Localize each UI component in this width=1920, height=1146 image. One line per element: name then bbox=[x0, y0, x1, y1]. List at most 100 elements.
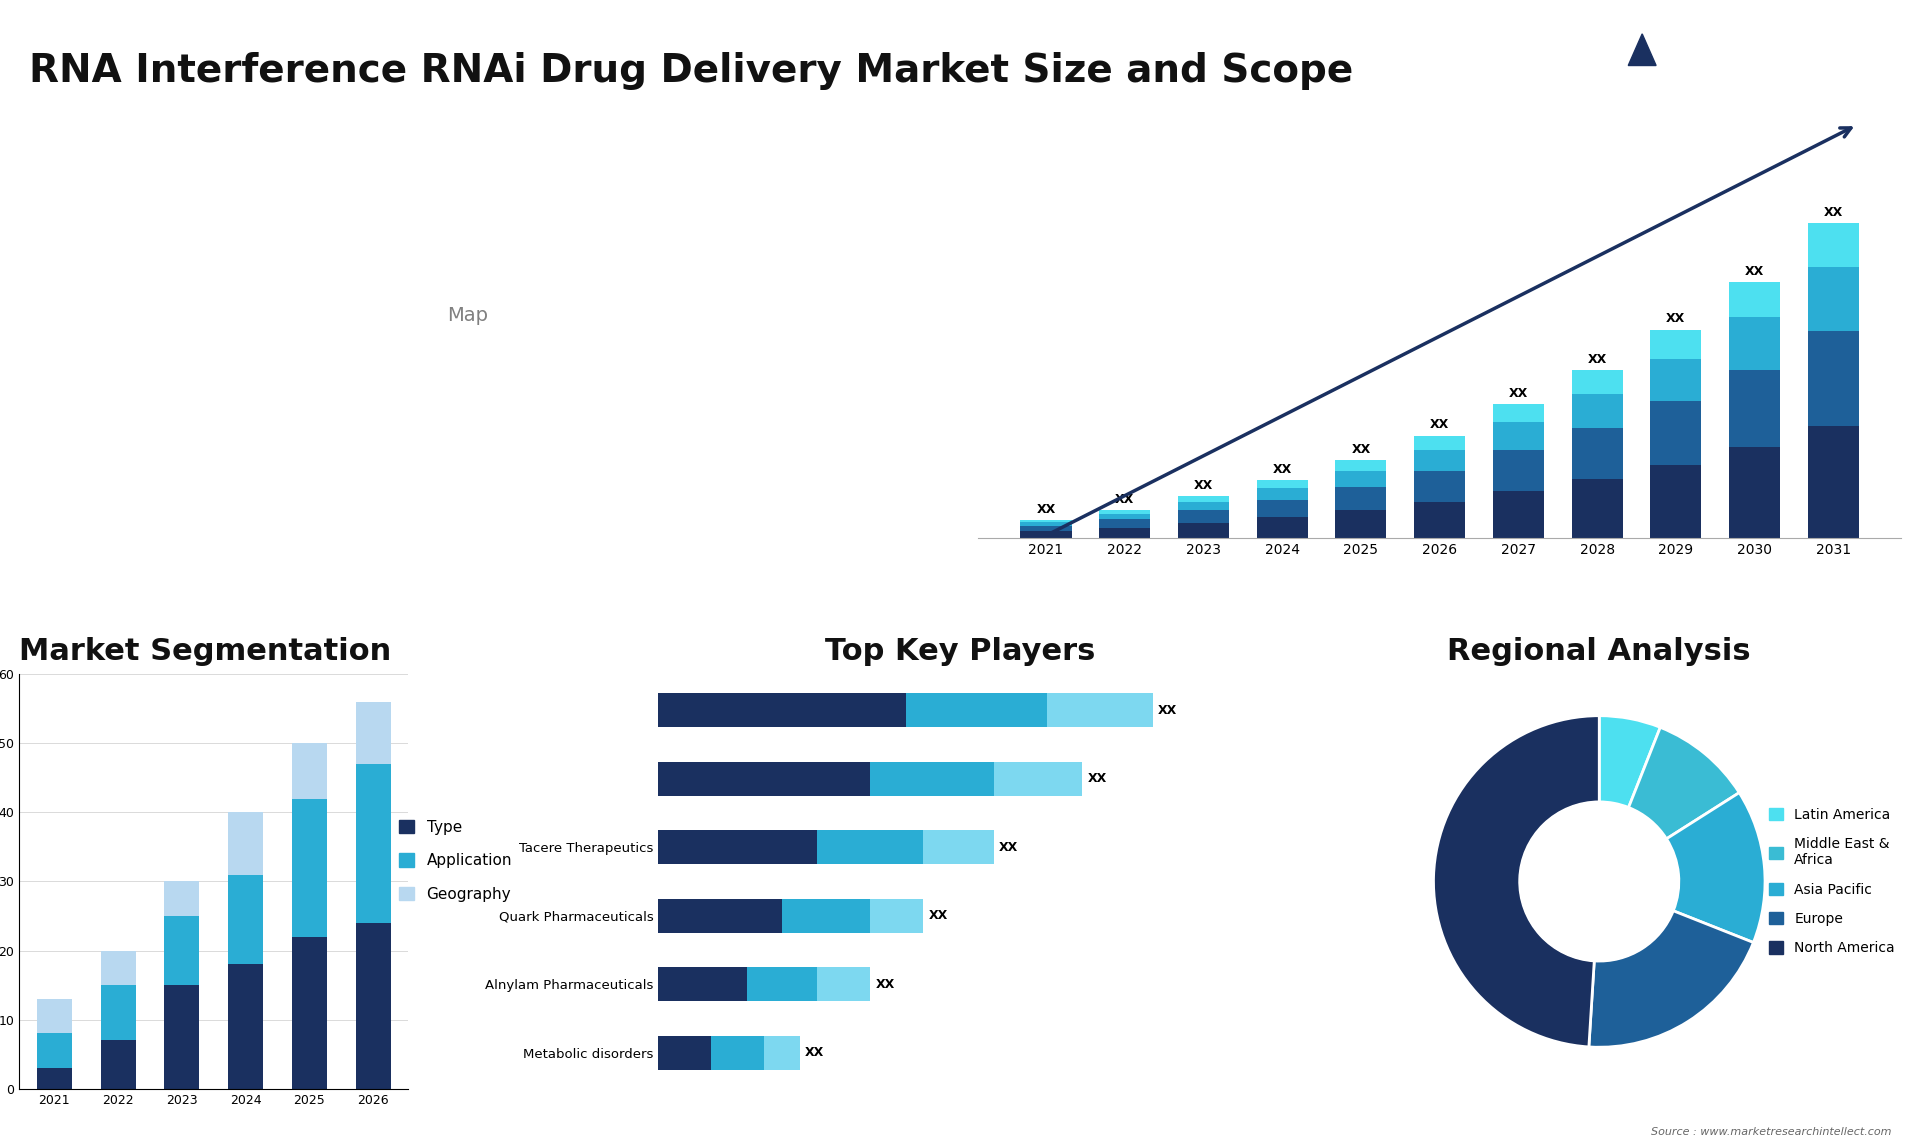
Bar bbox=[1177, 523, 1229, 539]
Bar bbox=[659, 967, 747, 1002]
Bar bbox=[659, 762, 870, 795]
Legend: Latin America, Middle East &
Africa, Asia Pacific, Europe, North America: Latin America, Middle East & Africa, Asi… bbox=[1764, 802, 1901, 960]
Text: Map: Map bbox=[447, 306, 488, 324]
Bar bbox=[355, 701, 390, 764]
Text: XX: XX bbox=[1588, 353, 1607, 366]
Bar bbox=[659, 898, 781, 933]
Bar bbox=[1649, 359, 1701, 401]
Bar bbox=[1649, 401, 1701, 464]
Bar bbox=[818, 967, 870, 1002]
Text: XX: XX bbox=[1116, 493, 1135, 505]
Text: XX: XX bbox=[929, 909, 948, 923]
Text: INTELLECT: INTELLECT bbox=[1686, 84, 1738, 93]
Text: XX: XX bbox=[804, 1046, 824, 1059]
Bar bbox=[1256, 500, 1308, 517]
Bar bbox=[165, 916, 200, 986]
Wedge shape bbox=[1599, 716, 1661, 808]
Bar bbox=[924, 830, 995, 864]
Text: XX: XX bbox=[1430, 418, 1450, 431]
Bar bbox=[228, 813, 263, 874]
Bar bbox=[1571, 479, 1622, 539]
Wedge shape bbox=[1628, 728, 1740, 839]
Bar bbox=[764, 1036, 801, 1070]
Text: XX: XX bbox=[1158, 704, 1177, 716]
Bar bbox=[1334, 471, 1386, 487]
Bar bbox=[659, 830, 818, 864]
Bar bbox=[1730, 317, 1780, 370]
Bar bbox=[292, 744, 326, 799]
Bar bbox=[1256, 488, 1308, 500]
Text: XX: XX bbox=[1824, 205, 1843, 219]
Bar bbox=[1492, 490, 1544, 539]
Bar bbox=[712, 1036, 764, 1070]
Text: XX: XX bbox=[1509, 387, 1528, 400]
Bar bbox=[355, 923, 390, 1089]
Bar bbox=[1334, 510, 1386, 539]
Bar bbox=[1492, 423, 1544, 450]
Bar bbox=[870, 898, 924, 933]
Bar bbox=[1809, 331, 1859, 426]
Bar bbox=[1809, 267, 1859, 331]
Text: RNA Interference RNAi Drug Delivery Market Size and Scope: RNA Interference RNAi Drug Delivery Mark… bbox=[29, 52, 1354, 89]
Bar bbox=[1571, 370, 1622, 393]
Bar bbox=[1413, 435, 1465, 450]
Bar bbox=[1809, 223, 1859, 267]
Polygon shape bbox=[1628, 34, 1657, 65]
Bar bbox=[1649, 330, 1701, 359]
Text: XX: XX bbox=[1037, 503, 1056, 516]
Bar bbox=[1413, 471, 1465, 502]
Bar bbox=[1413, 502, 1465, 539]
Circle shape bbox=[1521, 802, 1678, 961]
Wedge shape bbox=[1590, 911, 1753, 1047]
Bar bbox=[1413, 450, 1465, 471]
Bar bbox=[36, 1068, 71, 1089]
Text: XX: XX bbox=[998, 841, 1018, 854]
Bar bbox=[995, 762, 1083, 795]
Bar bbox=[292, 799, 326, 936]
Bar bbox=[1730, 282, 1780, 317]
Bar bbox=[36, 1034, 71, 1068]
Bar bbox=[1177, 496, 1229, 502]
Bar bbox=[1256, 517, 1308, 539]
Bar bbox=[228, 874, 263, 965]
Bar bbox=[1098, 528, 1150, 539]
Text: XX: XX bbox=[1352, 444, 1371, 456]
Bar bbox=[228, 965, 263, 1089]
Bar bbox=[36, 999, 71, 1034]
Bar bbox=[781, 898, 870, 933]
Text: Market Segmentation: Market Segmentation bbox=[19, 637, 392, 666]
Text: XX: XX bbox=[1745, 265, 1764, 277]
Bar bbox=[659, 693, 906, 728]
Bar bbox=[1098, 510, 1150, 513]
Bar bbox=[747, 967, 818, 1002]
Legend: Type, Application, Geography: Type, Application, Geography bbox=[394, 815, 516, 906]
Text: XX: XX bbox=[1194, 479, 1213, 492]
Bar bbox=[1809, 426, 1859, 539]
Text: XX: XX bbox=[1087, 772, 1106, 785]
Bar bbox=[906, 693, 1046, 728]
Bar bbox=[1571, 393, 1622, 429]
Polygon shape bbox=[1611, 25, 1672, 112]
Bar bbox=[1177, 502, 1229, 510]
Bar bbox=[1020, 526, 1071, 532]
Wedge shape bbox=[1434, 716, 1599, 1047]
Text: XX: XX bbox=[1273, 463, 1292, 476]
Text: Source : www.marketresearchintellect.com: Source : www.marketresearchintellect.com bbox=[1651, 1127, 1891, 1137]
Bar bbox=[1492, 450, 1544, 490]
Bar bbox=[1020, 532, 1071, 539]
Bar bbox=[1046, 693, 1152, 728]
Bar bbox=[1098, 513, 1150, 519]
Bar bbox=[1020, 520, 1071, 523]
Bar bbox=[1492, 405, 1544, 423]
Wedge shape bbox=[1667, 793, 1764, 942]
Bar bbox=[659, 1036, 712, 1070]
Bar bbox=[355, 764, 390, 923]
Bar bbox=[1571, 429, 1622, 479]
Text: RESEARCH: RESEARCH bbox=[1686, 61, 1745, 71]
Text: XX: XX bbox=[876, 978, 895, 991]
Bar bbox=[100, 986, 136, 1041]
Bar bbox=[1177, 510, 1229, 523]
Title: Top Key Players: Top Key Players bbox=[826, 637, 1094, 666]
Bar bbox=[165, 986, 200, 1089]
Bar bbox=[1730, 447, 1780, 539]
